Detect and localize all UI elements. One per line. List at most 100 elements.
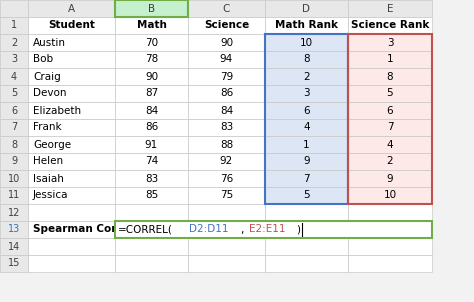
Text: 2: 2 [303, 72, 310, 82]
Bar [188, 221, 265, 238]
Bar [265, 68, 348, 85]
Bar [28, 34, 115, 51]
Text: 7: 7 [387, 123, 393, 133]
Bar [348, 153, 432, 170]
Text: 3: 3 [11, 54, 17, 65]
Bar [348, 221, 432, 238]
Text: 3: 3 [387, 37, 393, 47]
Text: 1: 1 [387, 54, 393, 65]
Bar [0, 51, 28, 68]
Bar [348, 204, 432, 221]
Bar [265, 204, 348, 221]
Bar [348, 255, 432, 272]
Text: 91: 91 [145, 140, 158, 149]
Bar [0, 0, 28, 17]
Text: 2: 2 [11, 37, 17, 47]
Bar [0, 34, 28, 51]
Bar [188, 136, 265, 153]
Text: 6: 6 [303, 105, 310, 115]
Text: 8: 8 [303, 54, 310, 65]
Text: 79: 79 [220, 72, 233, 82]
Text: A: A [68, 4, 75, 14]
Bar [348, 238, 432, 255]
Bar [265, 153, 348, 170]
Bar [348, 170, 432, 187]
Text: 1: 1 [303, 140, 310, 149]
Text: D2:D11: D2:D11 [189, 224, 229, 234]
Bar [0, 17, 28, 34]
Text: 14: 14 [8, 242, 20, 252]
Text: Student: Student [48, 21, 95, 31]
Text: 92: 92 [220, 156, 233, 166]
Text: 4: 4 [387, 140, 393, 149]
Bar [348, 51, 432, 68]
Bar [28, 238, 115, 255]
Text: 5: 5 [11, 88, 17, 98]
Bar [115, 119, 188, 136]
Text: 5: 5 [303, 191, 310, 201]
Bar [265, 187, 348, 204]
Bar [0, 85, 28, 102]
Bar [265, 238, 348, 255]
Bar [115, 221, 432, 238]
Text: Math: Math [137, 21, 166, 31]
Bar [28, 51, 115, 68]
Text: Isaiah: Isaiah [33, 174, 64, 184]
Bar [188, 102, 265, 119]
Text: 2: 2 [387, 156, 393, 166]
Bar [265, 17, 348, 34]
Bar [115, 68, 188, 85]
Bar [188, 204, 265, 221]
Bar [28, 102, 115, 119]
Bar [115, 0, 188, 17]
Text: =CORREL(: =CORREL( [118, 224, 173, 234]
Text: 84: 84 [145, 105, 158, 115]
Bar [115, 17, 188, 34]
Bar [115, 153, 188, 170]
Bar [188, 119, 265, 136]
Bar [115, 102, 188, 119]
Bar [188, 51, 265, 68]
Text: ,: , [241, 224, 247, 234]
Bar [0, 153, 28, 170]
Bar [115, 255, 188, 272]
Bar [265, 0, 348, 17]
Bar [115, 170, 188, 187]
Bar [28, 187, 115, 204]
Text: E2:E11: E2:E11 [249, 224, 286, 234]
Bar [188, 0, 265, 17]
Bar [115, 85, 188, 102]
Text: 9: 9 [303, 156, 310, 166]
Text: Frank: Frank [33, 123, 62, 133]
Bar [348, 34, 432, 51]
Text: Devon: Devon [33, 88, 66, 98]
Bar [115, 238, 188, 255]
Bar [188, 170, 265, 187]
Text: 7: 7 [303, 174, 310, 184]
Bar [115, 136, 188, 153]
Bar [0, 102, 28, 119]
Text: 78: 78 [145, 54, 158, 65]
Bar [348, 136, 432, 153]
Bar [0, 187, 28, 204]
Bar [28, 153, 115, 170]
Bar [28, 85, 115, 102]
Bar [348, 68, 432, 85]
Bar [0, 238, 28, 255]
Text: 6: 6 [11, 105, 17, 115]
Text: 88: 88 [220, 140, 233, 149]
Text: E: E [387, 4, 393, 14]
Bar [28, 119, 115, 136]
Bar [115, 51, 188, 68]
Bar [188, 255, 265, 272]
Bar [348, 34, 432, 204]
Text: B: B [148, 4, 155, 14]
Text: Elizabeth: Elizabeth [33, 105, 81, 115]
Bar [188, 153, 265, 170]
Text: 9: 9 [387, 174, 393, 184]
Bar [115, 34, 188, 51]
Bar [265, 221, 348, 238]
Bar [188, 85, 265, 102]
Text: 86: 86 [220, 88, 233, 98]
Text: 15: 15 [8, 259, 20, 268]
